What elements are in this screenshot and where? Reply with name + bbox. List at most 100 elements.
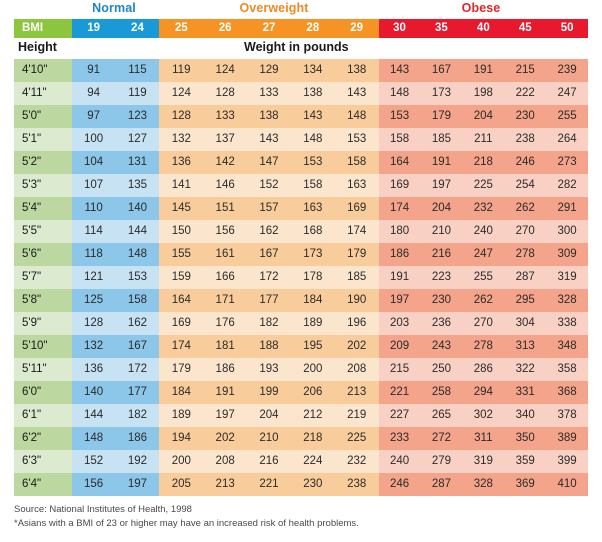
weight-cell: 164 xyxy=(159,289,204,312)
table-row: 5'2" 104 131 136 142 147 153 158 164 191 218 246 273 xyxy=(14,151,589,174)
bmi-header-label: BMI xyxy=(14,19,72,38)
weight-cell: 152 xyxy=(71,450,116,473)
weight-cell: 399 xyxy=(546,450,589,473)
weight-cell: 131 xyxy=(115,151,160,174)
weight-cell: 287 xyxy=(504,266,547,289)
weight-cell: 186 xyxy=(203,358,248,381)
weight-cell: 223 xyxy=(420,266,463,289)
bmi-header-band: BMI 19 24 25 26 27 28 29 30 35 40 45 50 xyxy=(14,19,589,38)
weight-cell: 107 xyxy=(71,174,116,197)
weight-cell: 177 xyxy=(115,381,160,404)
weight-cell: 153 xyxy=(115,266,160,289)
weight-cell: 169 xyxy=(378,174,421,197)
weight-cell: 198 xyxy=(462,82,505,105)
weight-cell: 216 xyxy=(420,243,463,266)
weight-cell: 148 xyxy=(290,128,335,151)
table-row: 5'3" 107 135 141 146 152 158 163 169 197 225 254 282 xyxy=(14,174,589,197)
weight-cell: 255 xyxy=(462,266,505,289)
height-cell: 5'3" xyxy=(14,174,72,197)
weight-cell: 221 xyxy=(247,473,291,496)
weight-cell: 138 xyxy=(290,82,335,105)
height-cell: 6'4" xyxy=(14,473,72,496)
weight-cell: 186 xyxy=(115,427,160,450)
height-cell: 4'11" xyxy=(14,82,72,105)
weight-cell: 161 xyxy=(203,243,248,266)
table-row: 5'8" 125 158 164 171 177 184 190 197 230 262 295 328 xyxy=(14,289,589,312)
weight-cell: 153 xyxy=(334,128,379,151)
weight-cell: 114 xyxy=(71,220,116,243)
weight-cell: 218 xyxy=(462,151,505,174)
table-row: 5'9" 128 162 169 176 182 189 196 203 236 270 304 338 xyxy=(14,312,589,335)
weight-cell: 236 xyxy=(420,312,463,335)
weight-cell: 169 xyxy=(334,197,379,220)
weight-cell: 208 xyxy=(203,450,248,473)
weight-cell: 191 xyxy=(378,266,421,289)
weight-cell: 147 xyxy=(247,151,291,174)
weight-cell: 136 xyxy=(71,358,116,381)
height-cell: 5'0" xyxy=(14,105,72,128)
weight-cell: 309 xyxy=(546,243,589,266)
weight-cell: 158 xyxy=(334,151,379,174)
weight-cell: 258 xyxy=(420,381,463,404)
weight-cell: 128 xyxy=(203,82,248,105)
weight-cell: 143 xyxy=(378,59,421,82)
weight-cell: 162 xyxy=(247,220,291,243)
weight-cell: 155 xyxy=(159,243,204,266)
weight-cell: 206 xyxy=(290,381,335,404)
weight-cell: 208 xyxy=(334,358,379,381)
weight-cell: 167 xyxy=(420,59,463,82)
weight-cell: 137 xyxy=(203,128,248,151)
height-cell: 5'8" xyxy=(14,289,72,312)
weight-cell: 171 xyxy=(203,289,248,312)
weight-cell: 128 xyxy=(71,312,116,335)
weight-cell: 159 xyxy=(159,266,204,289)
category-label-overweight: Overweight xyxy=(239,1,309,15)
bmi-column-header-19: 19 xyxy=(71,19,116,38)
weight-cell: 179 xyxy=(420,105,463,128)
height-axis-label: Height xyxy=(18,40,57,54)
weight-cell: 123 xyxy=(115,105,160,128)
weight-cell: 166 xyxy=(203,266,248,289)
weight-cell: 328 xyxy=(462,473,505,496)
weight-cell: 205 xyxy=(159,473,204,496)
weight-cell: 94 xyxy=(71,82,116,105)
table-row: 6'4" 156 197 205 213 221 230 238 246 287 328 369 410 xyxy=(14,473,589,496)
weight-cell: 133 xyxy=(203,105,248,128)
weight-cell: 348 xyxy=(546,335,589,358)
weight-axis-label: Weight in pounds xyxy=(244,40,349,54)
weight-cell: 125 xyxy=(71,289,116,312)
weight-cell: 358 xyxy=(546,358,589,381)
table-row: 5'0" 97 123 128 133 138 143 148 153 179 204 230 255 xyxy=(14,105,589,128)
table-row: 4'11" 94 119 124 128 133 138 143 148 173 198 222 247 xyxy=(14,82,589,105)
axis-subheader-row: Height Weight in pounds xyxy=(14,40,588,58)
weight-cell: 182 xyxy=(115,404,160,427)
weight-cell: 144 xyxy=(71,404,116,427)
weight-cell: 359 xyxy=(504,450,547,473)
weight-cell: 291 xyxy=(546,197,589,220)
weight-cell: 150 xyxy=(159,220,204,243)
weight-cell: 215 xyxy=(378,358,421,381)
footer-source: Source: National Institutes of Health, 1… xyxy=(14,504,192,515)
height-cell: 5'2" xyxy=(14,151,72,174)
weight-cell: 278 xyxy=(504,243,547,266)
weight-cell: 148 xyxy=(71,427,116,450)
chart-footer: Source: National Institutes of Health, 1… xyxy=(14,503,588,531)
weight-cell: 124 xyxy=(159,82,204,105)
weight-cell: 174 xyxy=(334,220,379,243)
weight-cell: 203 xyxy=(378,312,421,335)
height-cell: 5'11" xyxy=(14,358,72,381)
weight-cell: 246 xyxy=(378,473,421,496)
weight-cell: 144 xyxy=(115,220,160,243)
weight-cell: 225 xyxy=(334,427,379,450)
weight-cell: 230 xyxy=(420,289,463,312)
table-row: 6'0" 140 177 184 191 199 206 213 221 258 294 331 368 xyxy=(14,381,589,404)
weight-cell: 243 xyxy=(420,335,463,358)
weight-cell: 164 xyxy=(378,151,421,174)
height-cell: 5'1" xyxy=(14,128,72,151)
weight-cell: 247 xyxy=(462,243,505,266)
weight-cell: 185 xyxy=(334,266,379,289)
weight-cell: 278 xyxy=(462,335,505,358)
weight-cell: 210 xyxy=(420,220,463,243)
weight-cell: 319 xyxy=(546,266,589,289)
